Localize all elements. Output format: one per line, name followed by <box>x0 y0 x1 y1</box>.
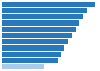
Bar <box>2 2 95 7</box>
Bar <box>2 39 68 44</box>
Bar <box>2 8 87 13</box>
Bar <box>2 33 72 38</box>
Bar <box>2 52 61 57</box>
Bar <box>2 20 79 26</box>
Bar <box>2 58 58 63</box>
Bar <box>2 27 76 32</box>
Bar <box>2 14 82 19</box>
Bar <box>2 45 64 51</box>
Bar <box>2 64 44 69</box>
